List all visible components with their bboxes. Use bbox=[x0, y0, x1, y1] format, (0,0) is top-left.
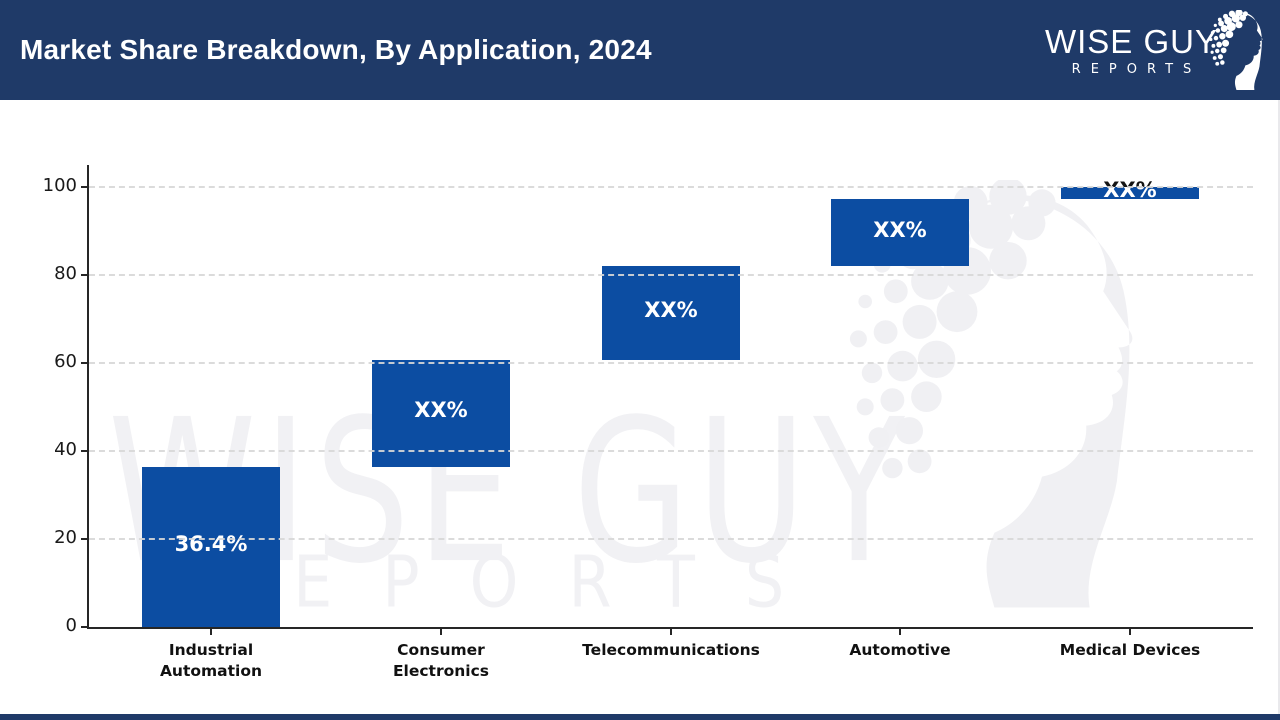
gridline bbox=[89, 274, 1253, 276]
chart-canvas: WISE GUY REPORTS 02040608010036.4%36.4%I… bbox=[0, 100, 1280, 714]
watermark-subtext: REPORTS bbox=[200, 540, 835, 624]
category-label-line: Automation bbox=[159, 662, 263, 680]
bar: XX% bbox=[602, 266, 740, 360]
category-label: Industrial Automation bbox=[101, 640, 321, 682]
category-label-line: Medical Devices bbox=[1059, 641, 1201, 659]
header: Market Share Breakdown, By Application, … bbox=[0, 0, 1280, 100]
category-label: Consumer Electronics bbox=[331, 640, 551, 682]
y-tick-label: 100 bbox=[42, 175, 77, 196]
wiseguy-face-icon bbox=[1209, 10, 1263, 90]
category-label: Automotive bbox=[790, 640, 1010, 661]
category-label-line: Telecommunications bbox=[582, 641, 760, 659]
x-axis-tick bbox=[210, 629, 212, 635]
bar: XX% bbox=[1061, 187, 1199, 199]
category-label-line: Consumer bbox=[397, 641, 485, 659]
brand-name: WISE GUY bbox=[1044, 23, 1218, 60]
y-tick-label: 20 bbox=[54, 527, 77, 548]
x-axis-tick bbox=[1129, 629, 1131, 635]
y-tick-label: 40 bbox=[54, 439, 77, 460]
gridline bbox=[89, 186, 1253, 188]
bar-label: XX% bbox=[1061, 187, 1199, 199]
bar: XX% bbox=[831, 198, 969, 267]
y-tick-label: 0 bbox=[65, 615, 77, 636]
x-axis-tick bbox=[670, 629, 672, 635]
y-axis-tick bbox=[81, 626, 88, 628]
bar: XX% bbox=[372, 359, 510, 467]
gridline bbox=[89, 362, 1253, 364]
bar-label: XX% bbox=[644, 298, 698, 323]
bar-label: XX% bbox=[414, 398, 468, 423]
footer-bar bbox=[0, 714, 1280, 720]
x-axis-tick bbox=[899, 629, 901, 635]
y-axis-tick bbox=[81, 450, 88, 452]
y-tick-label: 60 bbox=[54, 351, 77, 372]
brand-logo-text: WISE GUY REPORTS bbox=[1045, 23, 1218, 77]
y-axis bbox=[87, 165, 89, 629]
y-axis-tick bbox=[81, 362, 88, 364]
y-tick-label: 80 bbox=[54, 263, 77, 284]
category-label-line: Industrial bbox=[168, 641, 254, 659]
category-label: Medical Devices bbox=[1020, 640, 1240, 661]
bar-label: 36.4% bbox=[174, 531, 248, 556]
gridline bbox=[89, 450, 1253, 452]
gridline bbox=[89, 538, 1253, 540]
bar: 36.4% bbox=[142, 466, 280, 627]
x-axis-tick bbox=[440, 629, 442, 635]
brand-logo: WISE GUY REPORTS bbox=[1045, 8, 1274, 92]
y-axis-tick bbox=[81, 186, 88, 188]
bar-label: XX% bbox=[873, 217, 927, 242]
y-axis-tick bbox=[81, 274, 88, 276]
x-axis bbox=[87, 627, 1253, 629]
page-title: Market Share Breakdown, By Application, … bbox=[20, 34, 652, 65]
brand-subtitle: REPORTS bbox=[1071, 62, 1202, 77]
category-label-line: Electronics bbox=[392, 662, 490, 680]
category-label: Telecommunications bbox=[561, 640, 781, 661]
category-label-line: Automotive bbox=[849, 641, 951, 659]
y-axis-tick bbox=[81, 538, 88, 540]
